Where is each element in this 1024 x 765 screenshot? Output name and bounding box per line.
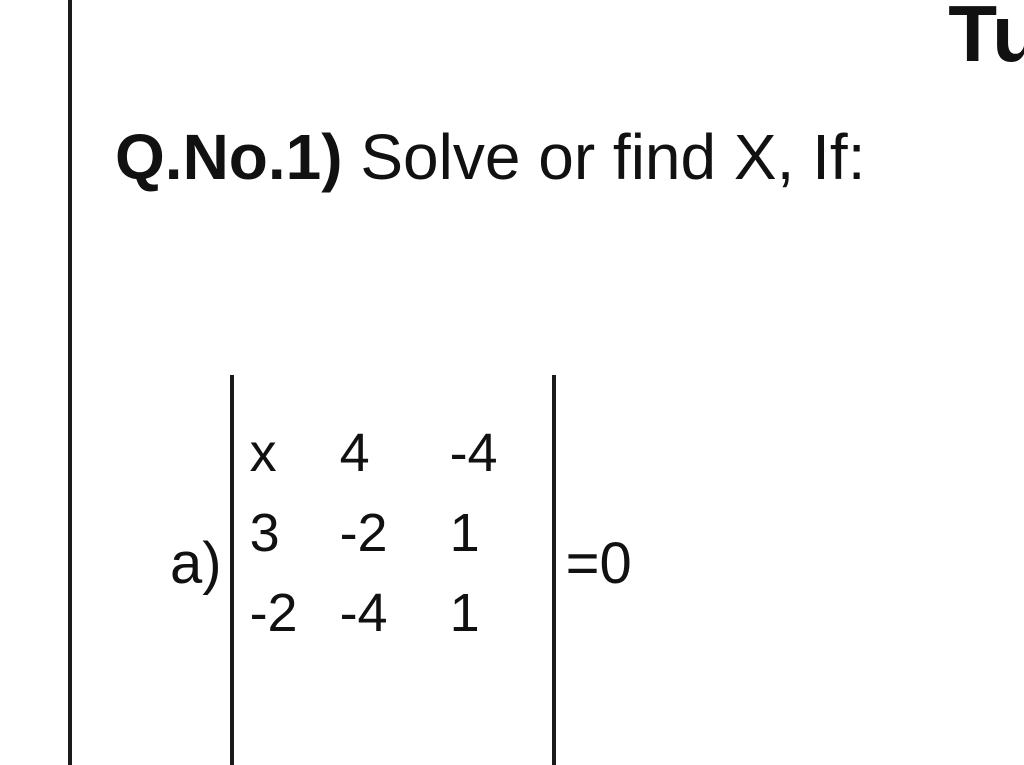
determinant: x 4 -4 3 -2 1 -2 -4 1 (226, 405, 560, 661)
matrix-cell: 3 (244, 502, 334, 564)
determinant-bar-left (230, 375, 234, 765)
part-label: a) (170, 530, 222, 597)
determinant-bar-right (552, 375, 556, 765)
question-number: Q.No.1) (115, 121, 343, 193)
question-heading: Q.No.1) Solve or find X, If: (115, 120, 865, 194)
page: Tu Q.No.1) Solve or find X, If: a) x 4 -… (0, 0, 1024, 765)
matrix-cell: 4 (334, 422, 444, 484)
rhs-value: 0 (599, 530, 631, 597)
matrix-cell: -4 (444, 422, 534, 484)
matrix-cell: 1 (444, 582, 534, 644)
matrix-cell: 1 (444, 502, 534, 564)
matrix-cell: -2 (244, 582, 334, 644)
matrix-grid: x 4 -4 3 -2 1 -2 -4 1 (244, 413, 534, 653)
cropped-text-fragment: Tu (948, 0, 1024, 74)
question-prompt: Solve or find X, If: (360, 121, 865, 193)
problem-a: a) x 4 -4 3 -2 1 -2 -4 1 = 0 (170, 405, 632, 661)
matrix-cell: -4 (334, 582, 444, 644)
matrix-cell: x (244, 422, 334, 484)
left-margin-rule (68, 0, 72, 765)
matrix-cell: -2 (334, 502, 444, 564)
equals-sign: = (566, 530, 600, 597)
